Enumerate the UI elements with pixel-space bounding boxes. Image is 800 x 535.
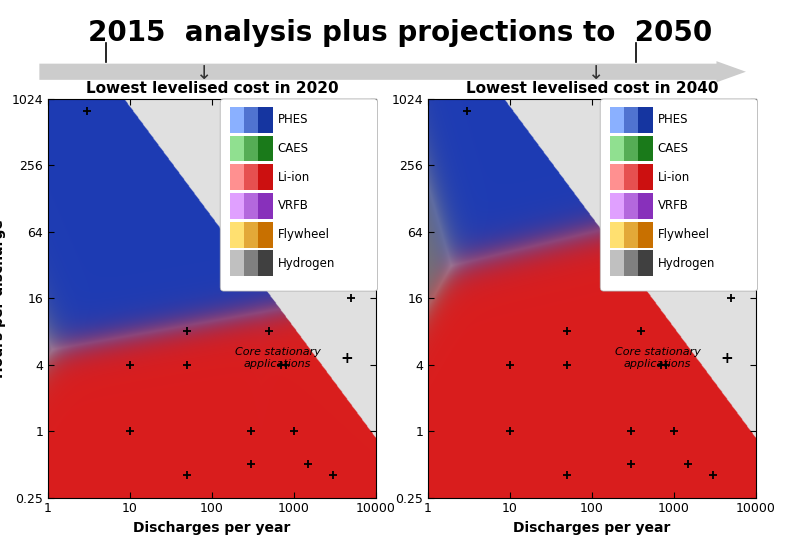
FancyBboxPatch shape (610, 107, 624, 133)
FancyBboxPatch shape (624, 250, 638, 276)
Text: PHES: PHES (658, 113, 688, 126)
FancyBboxPatch shape (610, 164, 624, 190)
FancyBboxPatch shape (258, 221, 273, 248)
FancyBboxPatch shape (220, 99, 378, 291)
FancyBboxPatch shape (244, 221, 258, 248)
FancyBboxPatch shape (258, 250, 273, 276)
FancyBboxPatch shape (600, 99, 758, 291)
Title: Lowest levelised cost in 2020: Lowest levelised cost in 2020 (86, 81, 338, 96)
Text: +: + (720, 350, 733, 365)
FancyArrow shape (39, 61, 746, 82)
Text: Li-ion: Li-ion (278, 171, 310, 184)
Text: Flywheel: Flywheel (278, 228, 330, 241)
FancyBboxPatch shape (624, 193, 638, 219)
FancyBboxPatch shape (230, 250, 244, 276)
FancyBboxPatch shape (230, 193, 244, 219)
FancyBboxPatch shape (244, 135, 258, 162)
FancyBboxPatch shape (638, 193, 653, 219)
FancyBboxPatch shape (638, 107, 653, 133)
FancyBboxPatch shape (244, 193, 258, 219)
Text: +: + (340, 350, 353, 365)
FancyBboxPatch shape (624, 221, 638, 248)
FancyBboxPatch shape (230, 107, 244, 133)
FancyBboxPatch shape (638, 164, 653, 190)
Y-axis label: Hours per discharge: Hours per discharge (0, 219, 6, 378)
Text: 2015  analysis plus projections to  2050: 2015 analysis plus projections to 2050 (88, 19, 712, 47)
FancyBboxPatch shape (230, 164, 244, 190)
FancyBboxPatch shape (258, 193, 273, 219)
Title: Lowest levelised cost in 2040: Lowest levelised cost in 2040 (466, 81, 718, 96)
FancyBboxPatch shape (244, 250, 258, 276)
FancyBboxPatch shape (610, 221, 624, 248)
FancyBboxPatch shape (610, 135, 624, 162)
FancyBboxPatch shape (244, 107, 258, 133)
Text: PHES: PHES (278, 113, 308, 126)
X-axis label: Discharges per year: Discharges per year (514, 521, 670, 535)
FancyBboxPatch shape (624, 135, 638, 162)
FancyBboxPatch shape (624, 164, 638, 190)
FancyBboxPatch shape (610, 250, 624, 276)
Text: CAES: CAES (278, 142, 309, 155)
Text: Core stationary
applications: Core stationary applications (234, 347, 321, 369)
Text: ↓: ↓ (588, 64, 604, 83)
FancyBboxPatch shape (610, 193, 624, 219)
FancyBboxPatch shape (258, 107, 273, 133)
Text: ↓: ↓ (196, 64, 212, 83)
X-axis label: Discharges per year: Discharges per year (134, 521, 290, 535)
Text: VRFB: VRFB (658, 200, 689, 212)
FancyBboxPatch shape (230, 135, 244, 162)
Text: Hydrogen: Hydrogen (658, 257, 715, 270)
FancyBboxPatch shape (230, 221, 244, 248)
FancyBboxPatch shape (638, 250, 653, 276)
FancyBboxPatch shape (258, 164, 273, 190)
Text: CAES: CAES (658, 142, 689, 155)
Text: VRFB: VRFB (278, 200, 309, 212)
FancyBboxPatch shape (638, 135, 653, 162)
FancyBboxPatch shape (624, 107, 638, 133)
Text: Core stationary
applications: Core stationary applications (614, 347, 701, 369)
Text: Li-ion: Li-ion (658, 171, 690, 184)
Text: Flywheel: Flywheel (658, 228, 710, 241)
Text: Hydrogen: Hydrogen (278, 257, 335, 270)
FancyBboxPatch shape (638, 221, 653, 248)
FancyBboxPatch shape (244, 164, 258, 190)
FancyBboxPatch shape (258, 135, 273, 162)
